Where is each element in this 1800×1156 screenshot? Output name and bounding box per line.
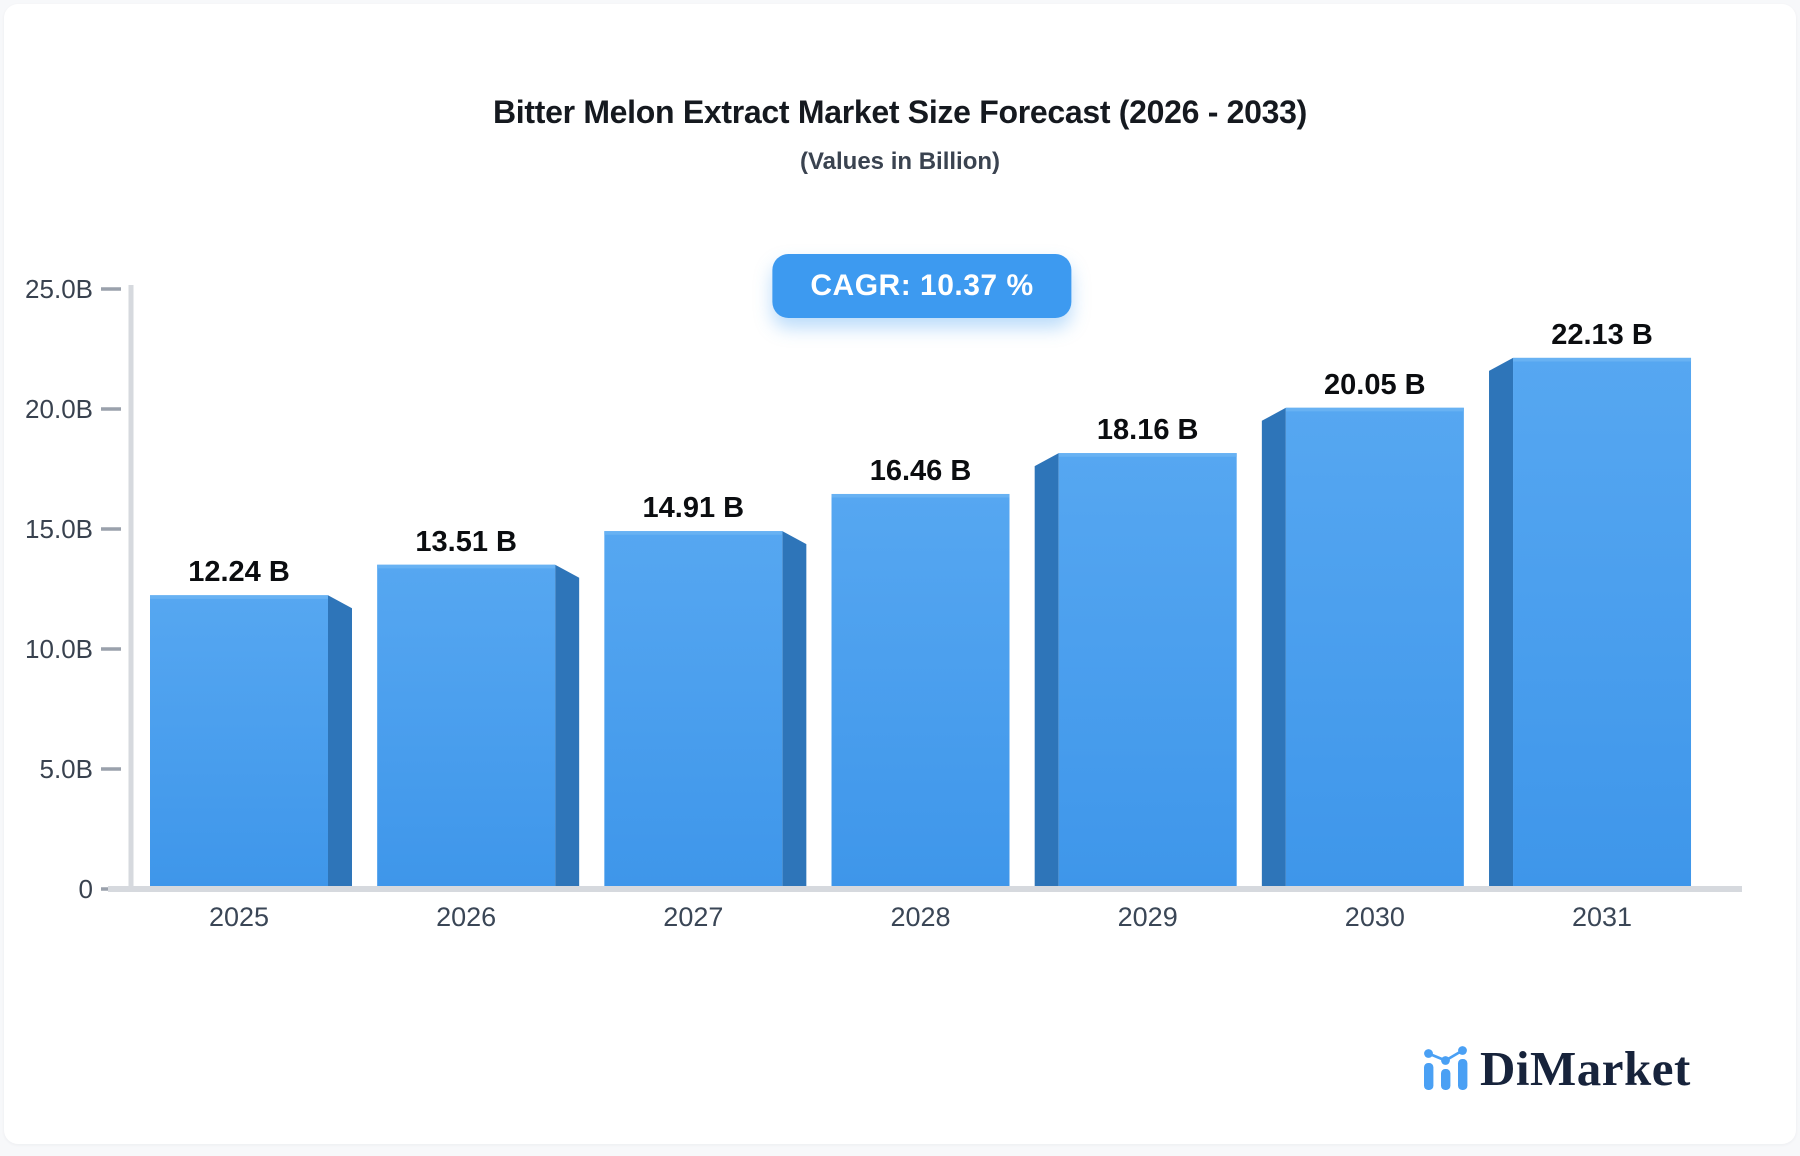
bar-side — [555, 564, 580, 890]
y-tick-label: 20.0B — [25, 394, 93, 424]
x-tick-label: 2027 — [663, 902, 723, 932]
cagr-badge: CAGR: 10.37 % — [772, 254, 1072, 318]
bar-2026 — [377, 564, 556, 890]
x-tick-label: 2028 — [890, 902, 950, 932]
dimarket-logo: DiMarket — [1420, 1040, 1760, 1100]
bar-value-label: 16.46 B — [870, 455, 972, 487]
mini-bar-chart-icon — [1424, 1046, 1468, 1090]
bar-side — [1489, 357, 1514, 890]
bar-side — [782, 531, 807, 890]
chart-subtitle: (Values in Billion) — [799, 148, 1001, 175]
brand-wordmark: DiMarket — [1480, 1041, 1691, 1096]
bar-2025 — [150, 595, 328, 890]
bar-side — [328, 595, 352, 890]
bar-value-label: 20.05 B — [1324, 369, 1426, 401]
bar-2030 — [1285, 407, 1464, 890]
bar-2031 — [1513, 357, 1692, 890]
y-tick-label: 15.0B — [25, 514, 93, 544]
bar-value-label: 22.13 B — [1551, 319, 1653, 351]
bar-value-label: 14.91 B — [643, 492, 745, 524]
x-tick-label: 2030 — [1345, 902, 1405, 932]
bar-2029 — [1058, 453, 1237, 890]
bar-value-label: 18.16 B — [1097, 414, 1199, 446]
bar-side — [1034, 453, 1059, 890]
y-tick-label: 0 — [79, 874, 93, 904]
bar-value-label: 13.51 B — [415, 526, 517, 558]
x-tick-label: 2029 — [1118, 902, 1178, 932]
bar-2028 — [831, 493, 1010, 890]
y-tick-label: 10.0B — [25, 634, 93, 664]
bar-2027 — [604, 531, 783, 890]
x-tick-label: 2026 — [436, 902, 496, 932]
y-tick-label: 5.0B — [40, 754, 94, 784]
x-tick-label: 2025 — [209, 902, 269, 932]
bar-value-label: 12.24 B — [188, 556, 290, 588]
bar-side — [1261, 407, 1286, 890]
chart-title: Bitter Melon Extract Market Size Forecas… — [492, 94, 1308, 130]
y-tick-label: 25.0B — [25, 274, 93, 304]
x-tick-label: 2031 — [1572, 902, 1632, 932]
